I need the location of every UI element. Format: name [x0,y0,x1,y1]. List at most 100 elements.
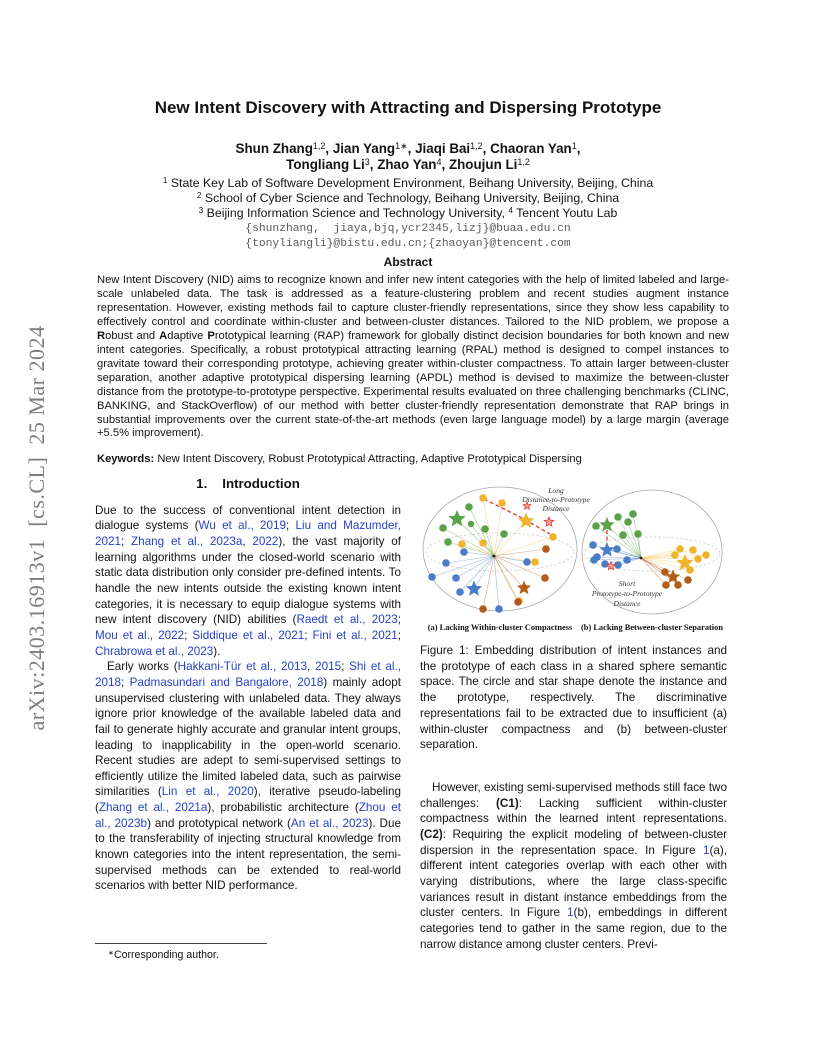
text-segment: : Requiring the explicit modeling of bet… [420,827,727,857]
citation-link[interactable]: Hakkani-Tür et al., 2013 [177,660,308,674]
text-segment: New Intent Discovery (NID) aims to recog… [97,274,729,328]
figure-1-canvas: Long Distance-to-Prototype Distance Shor… [422,486,723,632]
text-segment: 1,2 [470,140,483,151]
citation-link[interactable]: Mou et al., 2022 [95,628,185,642]
text-segment: Tencent Youtu Lab [512,206,618,220]
text-segment: ). [213,644,221,658]
section-heading: 1. Introduction [95,476,401,492]
text-segment: A [159,329,168,342]
citation-link[interactable]: Raedt et al., 2023 [296,613,398,627]
text-segment: (C1) [496,796,519,810]
text-segment: However, existing semi-supervised method… [420,781,727,810]
left-column: 1. Introduction Due to the success of con… [95,476,401,976]
text-segment: 1∗ [395,140,408,151]
text-segment: 1 [571,140,577,151]
author-line-2: Tongliang Li3, Zhao Yan4, Zhoujun Li1,2 [0,157,816,172]
figure-annotation-short-3: Distance [613,599,642,608]
text-segment: , [307,660,316,674]
text-segment: (b), embeddings in different categories … [420,906,727,951]
text-segment: , [407,141,416,156]
affiliation-3: 3 Beijing Information Science and Techno… [0,206,816,220]
text-segment: , [325,141,333,156]
text-segment: ; [341,660,350,674]
text-segment: Tongliang Li [286,157,365,172]
text-segment: ) mainly adopt unsupervised clustering w… [95,675,401,799]
figure-subcaption-b: (b) Lacking Between-cluster Separation [581,623,723,632]
text-segment: 3 [364,156,370,167]
text-segment: Shun Zhang [235,141,313,156]
text-segment: Beijing Information Science and Technolo… [203,206,509,220]
citation-link[interactable]: Fini et al., 2021 [312,628,398,642]
text-segment: Chaoran Yan [490,141,572,156]
keywords-line: Keywords: New Intent Discovery, Robust P… [97,453,729,465]
figure-annotation-short-1: Short [619,579,636,588]
citation-link[interactable]: 2022 [252,534,279,548]
citation-link[interactable]: An et al., 2023 [290,816,369,830]
text-segment: ∗ [108,948,114,957]
text-segment: , [576,141,581,156]
text-segment: ). Due to the transferability of injecti… [95,816,401,893]
text-segment: Due to the success of conventional inten… [95,503,401,533]
citation-link[interactable]: 2015 [315,660,342,674]
text-segment: , [369,157,378,172]
paper-title: New Intent Discovery with Attracting and… [154,98,662,117]
text-segment: ; [397,613,401,627]
section-title: Introduction [222,476,300,491]
text-segment: 2 [196,191,202,201]
text-segment: obust and [105,329,160,342]
citation-link[interactable]: Zhang et al., 2021a [98,801,208,815]
citation-link[interactable]: Lin et al., 2020 [161,785,254,799]
citation-link[interactable]: Zhang et al., 2023a [131,534,243,548]
citation-link[interactable]: Chrabrowa et al., 2023 [95,644,214,658]
text-segment: 1,2 [517,156,530,167]
text-segment: ; [184,628,193,642]
text-segment: (a), different intent categories overlap… [420,843,727,920]
text-segment: ; [397,628,401,642]
text-segment: , [482,141,491,156]
text-segment: P [207,329,215,342]
intro-paragraph-1: Due to the success of conventional inten… [95,503,401,660]
affiliation-2: 2 School of Cyber Science and Technology… [0,191,816,205]
figure-annotation-short-2: Prototype-to-Prototype [591,589,663,598]
text-segment: Early works ( [107,660,178,674]
text-segment: Zhao Yan [377,157,437,172]
text-segment: Jiaqi Bai [415,141,471,156]
citation-link[interactable]: Wu et al., 2019 [198,519,287,533]
text-segment: (C2) [420,827,443,841]
citation-link[interactable]: 1 [702,843,710,857]
text-segment: R [97,329,106,342]
citation-link[interactable]: Padmasundari and Bangalore, 2018 [129,675,324,689]
citation-link[interactable]: Zhou et al., 2023b [95,801,401,830]
citation-link[interactable]: Shi et al., 2018 [95,660,401,689]
text-segment: Corresponding author. [113,949,219,961]
text-segment: ; [304,628,313,642]
footnote-rule [95,943,267,944]
text-segment: ), the vast majority of learning algorit… [95,534,401,627]
corresponding-author-footnote: ∗Corresponding author. [95,948,401,965]
email-line-2: {tonyliangli}@bistu.edu.cn;{zhaoyan}@ten… [245,238,571,250]
author-line-1: Shun Zhang1,2, Jian Yang1∗, Jiaqi Bai1,2… [0,141,816,156]
text-segment: School of Cyber Science and Technology, … [201,191,620,205]
text-segment: , [441,157,449,172]
citation-link[interactable]: 1 [567,906,574,920]
text-segment: 1 [162,176,168,186]
abstract-heading: Abstract [383,255,433,269]
text-segment: ) and prototypical network ( [147,816,291,830]
affiliation-1: 1 State Key Lab of Software Development … [0,176,816,190]
section-number: 1. [196,476,208,491]
text-segment: New Intent Discovery, Robust Prototypica… [157,453,582,465]
text-segment: : Lacking sufficient within-cluster comp… [420,796,727,826]
figure-annotation-long-3: Distance [542,504,571,513]
text-segment: ), iterative pseudo-labeling ( [95,785,401,815]
text-segment: State Key Lab of Software Development En… [167,176,654,190]
citation-link[interactable]: Liu and Mazumder, 2021 [95,519,401,548]
text-segment: ), probabilistic architecture ( [207,801,359,815]
text-segment: ; [121,534,132,548]
citation-link[interactable]: Siddique et al., 2021 [192,628,305,642]
text-segment: , [242,534,253,548]
email-line-1: {shunzhang, jiaya,bjq,ycr2345,lizj}@buaa… [245,223,571,235]
figure-annotation-long-1: Long [547,486,564,495]
figure-shapes-layer [422,486,723,615]
text-segment: rototypical learning (RAP) framework for… [97,329,729,440]
